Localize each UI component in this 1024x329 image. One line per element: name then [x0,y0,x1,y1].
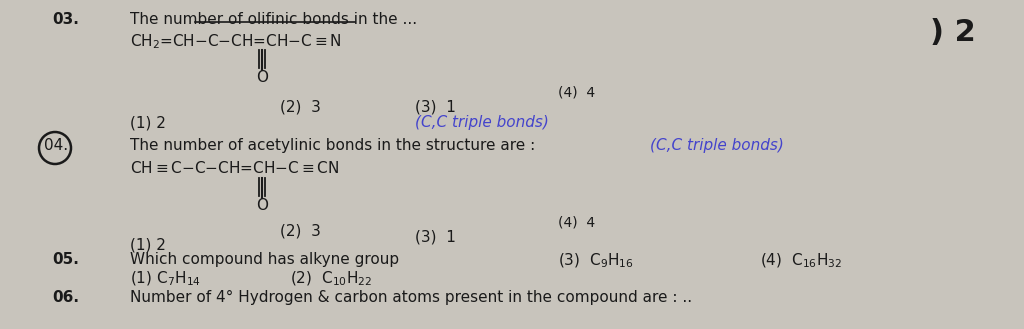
Text: The number of acetylinic bonds in the structure are :: The number of acetylinic bonds in the st… [130,138,536,153]
Text: (C,C triple bonds): (C,C triple bonds) [650,138,784,153]
Text: (4)  4: (4) 4 [558,215,595,229]
Text: CH$\equiv$C$-$C$-$CH=CH$-$C$\equiv$CN: CH$\equiv$C$-$C$-$CH=CH$-$C$\equiv$CN [130,160,339,176]
Text: (4)  C$_{16}$H$_{32}$: (4) C$_{16}$H$_{32}$ [760,252,842,270]
Text: O: O [256,70,268,85]
Text: CH$_2$=CH$-$C$-$CH=CH$-$C$\equiv$N: CH$_2$=CH$-$C$-$CH=CH$-$C$\equiv$N [130,32,342,51]
Text: Number of 4° Hydrogen & carbon atoms present in the compound are : ..: Number of 4° Hydrogen & carbon atoms pre… [130,290,692,305]
Text: (3)  1: (3) 1 [415,100,456,115]
Text: 06.: 06. [52,290,79,305]
Text: 03.: 03. [52,12,79,27]
Text: O: O [256,198,268,213]
Text: (1) 2: (1) 2 [130,115,166,130]
Text: 04.: 04. [44,138,69,153]
Text: (2)  3: (2) 3 [280,223,321,238]
Text: (1) 2: (1) 2 [130,238,166,253]
Text: Which compound has alkyne group: Which compound has alkyne group [130,252,399,267]
Text: (3)  1: (3) 1 [415,230,456,245]
Text: (1) C$_7$H$_{14}$: (1) C$_7$H$_{14}$ [130,270,201,289]
Text: (2)  3: (2) 3 [280,100,321,115]
Text: ) 2: ) 2 [930,18,976,47]
Text: The number of olifinic bonds in the ...: The number of olifinic bonds in the ... [130,12,417,27]
Text: (2)  C$_{10}$H$_{22}$: (2) C$_{10}$H$_{22}$ [290,270,373,289]
Text: (C,C triple bonds): (C,C triple bonds) [415,115,549,130]
Text: (3)  C$_9$H$_{16}$: (3) C$_9$H$_{16}$ [558,252,634,270]
Text: 05.: 05. [52,252,79,267]
Text: (4)  4: (4) 4 [558,85,595,99]
